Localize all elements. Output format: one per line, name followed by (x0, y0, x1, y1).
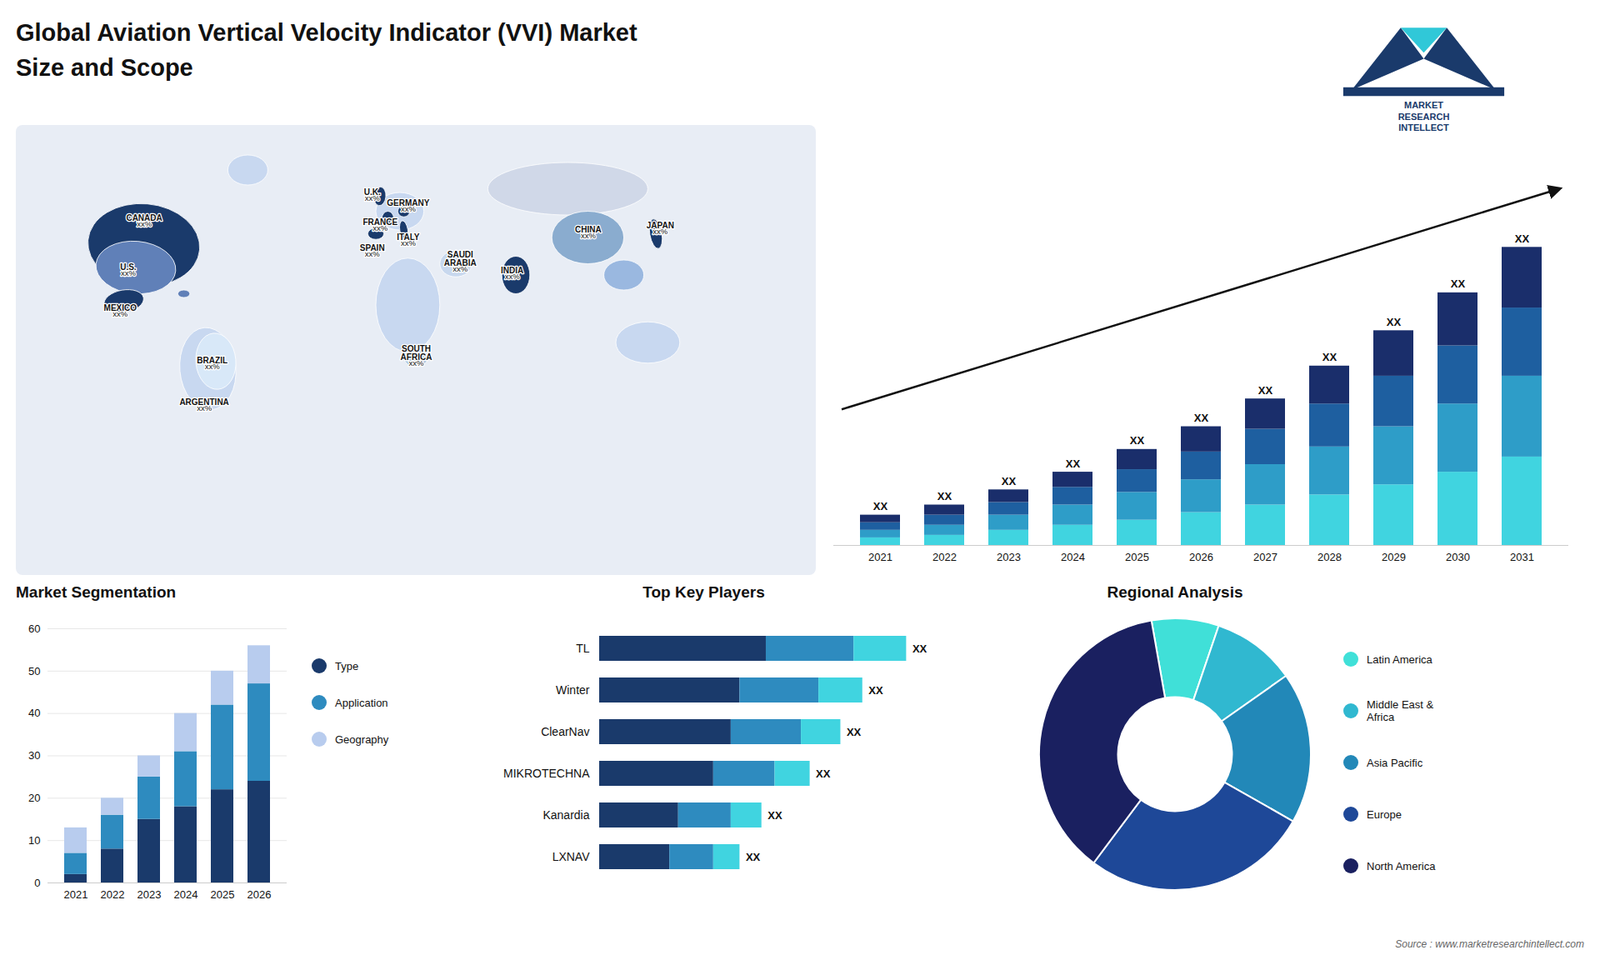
svg-text:XX: XX (1386, 315, 1402, 329)
svg-text:2029: 2029 (1381, 550, 1406, 564)
svg-text:xx%: xx% (365, 249, 381, 259)
svg-text:XX: XX (1001, 475, 1017, 488)
svg-text:Kanardia: Kanardia (542, 808, 590, 822)
svg-text:XX: XX (1130, 434, 1145, 447)
svg-text:2022: 2022 (932, 550, 957, 564)
svg-text:XX: XX (873, 500, 889, 513)
svg-text:XX: XX (937, 490, 953, 503)
svg-text:2026: 2026 (247, 888, 272, 901)
svg-text:xx%: xx% (196, 402, 213, 412)
svg-text:XX: XX (846, 725, 862, 739)
svg-text:2024: 2024 (1060, 550, 1085, 564)
svg-text:XX: XX (1258, 384, 1274, 397)
svg-text:RESEARCH: RESEARCH (1398, 111, 1450, 122)
svg-text:xx%: xx% (505, 271, 521, 281)
svg-text:50: 50 (28, 664, 40, 677)
svg-text:2031: 2031 (1510, 550, 1535, 564)
svg-text:XX: XX (767, 809, 783, 822)
svg-text:xx%: xx% (409, 357, 425, 367)
svg-text:xx%: xx% (452, 264, 469, 274)
svg-text:XX: XX (912, 642, 928, 655)
svg-text:10: 10 (28, 834, 40, 847)
svg-text:2021: 2021 (64, 888, 89, 901)
svg-text:xx%: xx% (400, 204, 417, 214)
svg-text:xx%: xx% (372, 222, 389, 232)
svg-text:XX: XX (815, 767, 831, 780)
svg-text:2022: 2022 (100, 888, 125, 901)
svg-text:XX: XX (1065, 457, 1081, 470)
svg-text:60: 60 (28, 622, 40, 635)
svg-text:2023: 2023 (137, 888, 162, 901)
svg-text:XX: XX (1194, 411, 1210, 425)
svg-text:XX: XX (745, 850, 761, 864)
svg-text:2030: 2030 (1445, 550, 1470, 564)
svg-text:xx%: xx% (112, 309, 129, 319)
svg-text:MIKROTECHNA: MIKROTECHNA (503, 766, 590, 780)
svg-text:2026: 2026 (1189, 550, 1214, 564)
svg-text:2027: 2027 (1253, 550, 1278, 564)
svg-text:ClearNav: ClearNav (540, 725, 590, 739)
svg-text:2028: 2028 (1317, 550, 1342, 564)
svg-text:MARKET: MARKET (1404, 100, 1444, 110)
svg-text:xx%: xx% (136, 219, 153, 229)
svg-text:xx%: xx% (580, 230, 597, 240)
svg-text:2023: 2023 (996, 550, 1021, 564)
svg-text:INTELLECT: INTELLECT (1398, 122, 1450, 133)
svg-text:2025: 2025 (1125, 550, 1150, 564)
svg-text:xx%: xx% (365, 192, 381, 202)
svg-text:2021: 2021 (868, 550, 893, 564)
svg-text:xx%: xx% (120, 267, 137, 277)
svg-text:XX: XX (1450, 277, 1466, 290)
svg-text:XX: XX (1515, 232, 1530, 245)
svg-text:xx%: xx% (652, 226, 669, 236)
svg-text:Winter: Winter (555, 683, 590, 697)
svg-text:20: 20 (28, 791, 40, 805)
svg-text:LXNAV: LXNAV (552, 850, 591, 864)
svg-text:0: 0 (34, 876, 40, 890)
svg-text:xx%: xx% (400, 237, 417, 247)
svg-text:XX: XX (868, 684, 884, 697)
svg-text:2024: 2024 (174, 888, 199, 901)
svg-text:TL: TL (575, 641, 590, 655)
svg-text:XX: XX (1322, 350, 1338, 364)
svg-text:30: 30 (28, 749, 40, 762)
svg-text:40: 40 (28, 706, 40, 720)
svg-text:2025: 2025 (210, 888, 235, 901)
svg-text:xx%: xx% (205, 361, 221, 371)
